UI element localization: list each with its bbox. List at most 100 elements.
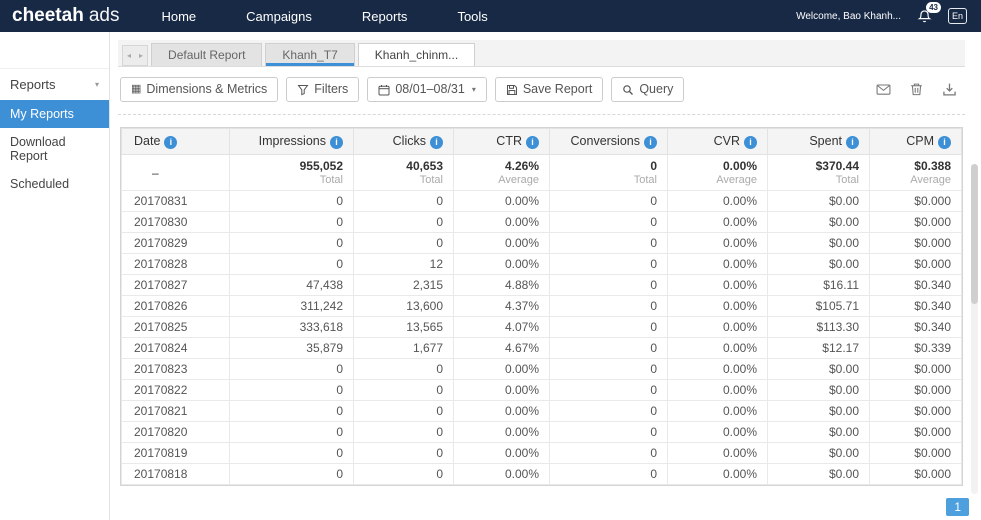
brand-logo[interactable]: cheetah ads [12, 5, 119, 27]
value-cell: $0.00 [767, 379, 870, 401]
value-cell: $0.000 [869, 400, 962, 422]
value-cell: 4.88% [453, 274, 550, 296]
value-cell: 0 [549, 190, 668, 212]
value-cell: 0.00% [667, 211, 768, 233]
total-sublabel: Average [910, 174, 951, 186]
value-cell: 0 [353, 232, 454, 254]
info-icon: i [846, 136, 859, 149]
sidebar-section-reports[interactable]: Reports ▾ [0, 68, 109, 100]
nav-campaigns[interactable]: Campaigns [246, 8, 312, 24]
page-layout: Reports ▾ My Reports Download Report Sch… [0, 32, 981, 520]
column-label: CVR [713, 134, 740, 148]
value-cell: 0.00% [453, 232, 550, 254]
column-header-ctr[interactable]: CTR i [453, 128, 550, 155]
nav-home[interactable]: Home [161, 8, 197, 24]
value-cell: 0 [353, 463, 454, 485]
value-cell: 0.00% [667, 274, 768, 296]
notifications-button[interactable]: 43 [917, 1, 941, 24]
save-report-button[interactable]: Save Report [494, 77, 604, 102]
value-cell: $12.17 [767, 337, 870, 359]
value-cell: 4.67% [453, 337, 550, 359]
totals-row: – 955,052 Total 40,653 Total 4.26% [121, 154, 962, 191]
page-1-button[interactable]: 1 [946, 498, 969, 516]
value-cell: 13,565 [353, 316, 454, 338]
vertical-scrollbar[interactable] [971, 164, 978, 494]
tab-default-report[interactable]: Default Report [151, 43, 263, 66]
download-report-button[interactable] [942, 82, 957, 97]
toolbar: ▦ Dimensions & Metrics Filters [118, 67, 965, 115]
language-button[interactable]: En [947, 8, 967, 24]
value-cell: 0 [549, 274, 668, 296]
filters-button[interactable]: Filters [286, 77, 360, 102]
column-label: Conversions [570, 134, 640, 148]
date-cell: 20170831 [121, 190, 230, 212]
nav-tools[interactable]: Tools [457, 8, 488, 24]
grid-icon: ▦ [131, 83, 142, 95]
tab-khanh-t7[interactable]: Khanh_T7 [265, 43, 355, 66]
sidebar-item-scheduled[interactable]: Scheduled [10, 177, 70, 191]
value-cell: $0.00 [767, 211, 870, 233]
date-cell: 20170820 [121, 421, 230, 443]
value-cell: 0 [229, 253, 354, 275]
value-cell: 0.00% [453, 421, 550, 443]
value-cell: 0.00% [667, 358, 768, 380]
value-cell: $0.000 [869, 421, 962, 443]
column-header-spent[interactable]: Spent i [767, 128, 870, 155]
table-row: 20170826 311,242 13,600 4.37% 0 0.00% $105.71 $… [121, 295, 962, 317]
totals-value-cell: 955,052 Total [229, 154, 354, 191]
value-cell: 0 [229, 400, 354, 422]
value-cell: $0.339 [869, 337, 962, 359]
tab-scroll-right-icon[interactable]: ▸ [139, 51, 144, 60]
column-header-cpm[interactable]: CPM i [869, 128, 962, 155]
value-cell: $0.000 [869, 442, 962, 464]
tab-scroll-left-icon[interactable]: ◂ [127, 51, 132, 60]
value-cell: 0.00% [453, 253, 550, 275]
tab-khanh-chinm[interactable]: Khanh_chinm... [357, 43, 476, 66]
column-header-impressions[interactable]: Impressions i [229, 128, 354, 155]
value-cell: 0 [549, 211, 668, 233]
value-cell: $0.000 [869, 253, 962, 275]
table-row: 20170821 0 0 0.00% 0 0.00% $0.00 $0.000 [121, 400, 962, 422]
date-cell: 20170821 [121, 400, 230, 422]
column-label: CPM [906, 134, 934, 148]
total-sublabel: Average [498, 174, 539, 186]
value-cell: $0.000 [869, 190, 962, 212]
value-cell: 0 [549, 463, 668, 485]
value-cell: 0 [353, 211, 454, 233]
column-header-date[interactable]: Date i [121, 128, 230, 155]
column-header-conversions[interactable]: Conversions i [549, 128, 668, 155]
date-range-button[interactable]: 08/01–08/31 ▾ [367, 77, 487, 102]
value-cell: 0 [549, 295, 668, 317]
column-label: Spent [809, 134, 842, 148]
value-cell: 0 [353, 379, 454, 401]
value-cell: 0.00% [667, 379, 768, 401]
column-header-cvr[interactable]: CVR i [667, 128, 768, 155]
tab-scroller: ◂ ▸ [122, 45, 149, 66]
total-value: $370.44 [815, 159, 859, 173]
dimensions-metrics-button[interactable]: ▦ Dimensions & Metrics [120, 77, 279, 102]
info-icon: i [938, 136, 951, 149]
value-cell: 13,600 [353, 295, 454, 317]
scrollbar-thumb[interactable] [971, 164, 978, 304]
download-icon [943, 83, 956, 96]
total-value: 0 [650, 159, 657, 173]
value-cell: 0 [229, 211, 354, 233]
value-cell: $0.00 [767, 358, 870, 380]
trash-icon [911, 83, 922, 96]
delete-report-button[interactable] [909, 82, 924, 97]
username[interactable]: Bao Khanh... [843, 10, 901, 22]
date-cell: 20170830 [121, 211, 230, 233]
sidebar-item-download-report[interactable]: Download Report [10, 135, 66, 163]
nav-reports[interactable]: Reports [361, 8, 408, 24]
chevron-down-icon: ▾ [94, 80, 99, 89]
value-cell: 0 [229, 190, 354, 212]
email-report-button[interactable] [876, 82, 891, 97]
value-cell: 0.00% [453, 211, 550, 233]
envelope-icon [876, 84, 891, 95]
value-cell: 0 [229, 232, 354, 254]
totals-date-cell: – [121, 154, 230, 191]
sidebar-item-my-reports[interactable]: My Reports [0, 100, 109, 128]
column-header-clicks[interactable]: Clicks i [353, 128, 454, 155]
save-icon [506, 84, 517, 95]
query-button[interactable]: Query [611, 77, 685, 102]
